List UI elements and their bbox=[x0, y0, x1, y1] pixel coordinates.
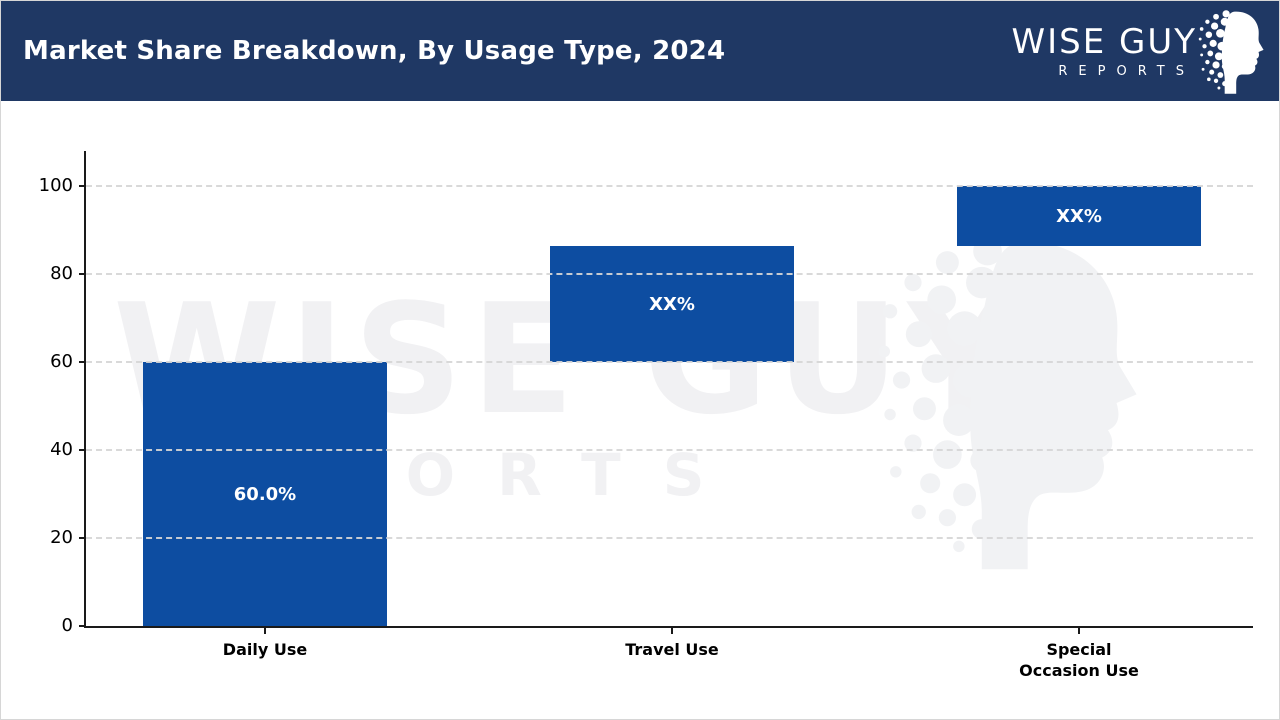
gridline-100 bbox=[86, 185, 1253, 188]
bar-value-label-daily-use: 60.0% bbox=[233, 483, 297, 505]
y-tick-label: 0 bbox=[61, 615, 73, 636]
category-label-travel-use: Travel Use bbox=[625, 640, 719, 659]
y-tick-label: 80 bbox=[50, 263, 73, 285]
y-tick-label: 20 bbox=[50, 527, 73, 549]
brand-logo-text: WISE GUY REPORTS bbox=[1011, 25, 1197, 79]
x-axis-tick bbox=[671, 628, 673, 634]
category-label-daily-use: Daily Use bbox=[222, 640, 308, 659]
y-axis-line bbox=[84, 151, 86, 628]
x-axis-tick bbox=[264, 628, 266, 634]
x-axis-line bbox=[84, 626, 1253, 628]
gridline-20 bbox=[86, 537, 1253, 540]
plot-area: 0 20 40 60 80 100 60.0% XX% XX% Daily Use Travel U… bbox=[1, 101, 1280, 719]
y-axis-tick bbox=[79, 273, 86, 276]
y-axis-tick bbox=[79, 449, 86, 452]
y-axis-tick bbox=[79, 625, 86, 627]
bar-special-occasion-use: XX% bbox=[957, 186, 1201, 246]
y-axis-tick bbox=[79, 361, 86, 364]
logo-head-icon bbox=[1198, 10, 1264, 94]
y-tick-label: 60 bbox=[50, 351, 73, 373]
gridline-80 bbox=[86, 273, 1253, 276]
gridline-60 bbox=[86, 361, 1253, 364]
category-label-special-occasion-use: Special Occasion Use bbox=[1019, 640, 1139, 680]
bar-value-label-special-occasion-use: XX% bbox=[1056, 205, 1102, 227]
gridline-40 bbox=[86, 449, 1253, 452]
x-axis-tick bbox=[1078, 628, 1080, 634]
y-axis-tick bbox=[79, 185, 86, 188]
bar-travel-use: XX% bbox=[550, 246, 794, 363]
chart-canvas: WISE GUY REPORTS 0 20 40 60 80 100 60.0% XX% XX%… bbox=[1, 101, 1280, 719]
bar-value-label-travel-use: XX% bbox=[649, 293, 695, 315]
brand-logo: WISE GUY REPORTS bbox=[1011, 7, 1265, 97]
logo-wordmark: WISE GUY bbox=[1011, 22, 1197, 62]
logo-subtext: REPORTS bbox=[1058, 64, 1195, 79]
y-tick-label: 100 bbox=[38, 175, 73, 197]
y-tick-label: 40 bbox=[50, 439, 73, 461]
header-bar: Market Share Breakdown, By Usage Type, 2… bbox=[1, 1, 1279, 101]
chart-title: Market Share Breakdown, By Usage Type, 2… bbox=[23, 36, 726, 66]
bar-daily-use: 60.0% bbox=[143, 362, 387, 626]
y-axis-tick bbox=[79, 537, 86, 540]
